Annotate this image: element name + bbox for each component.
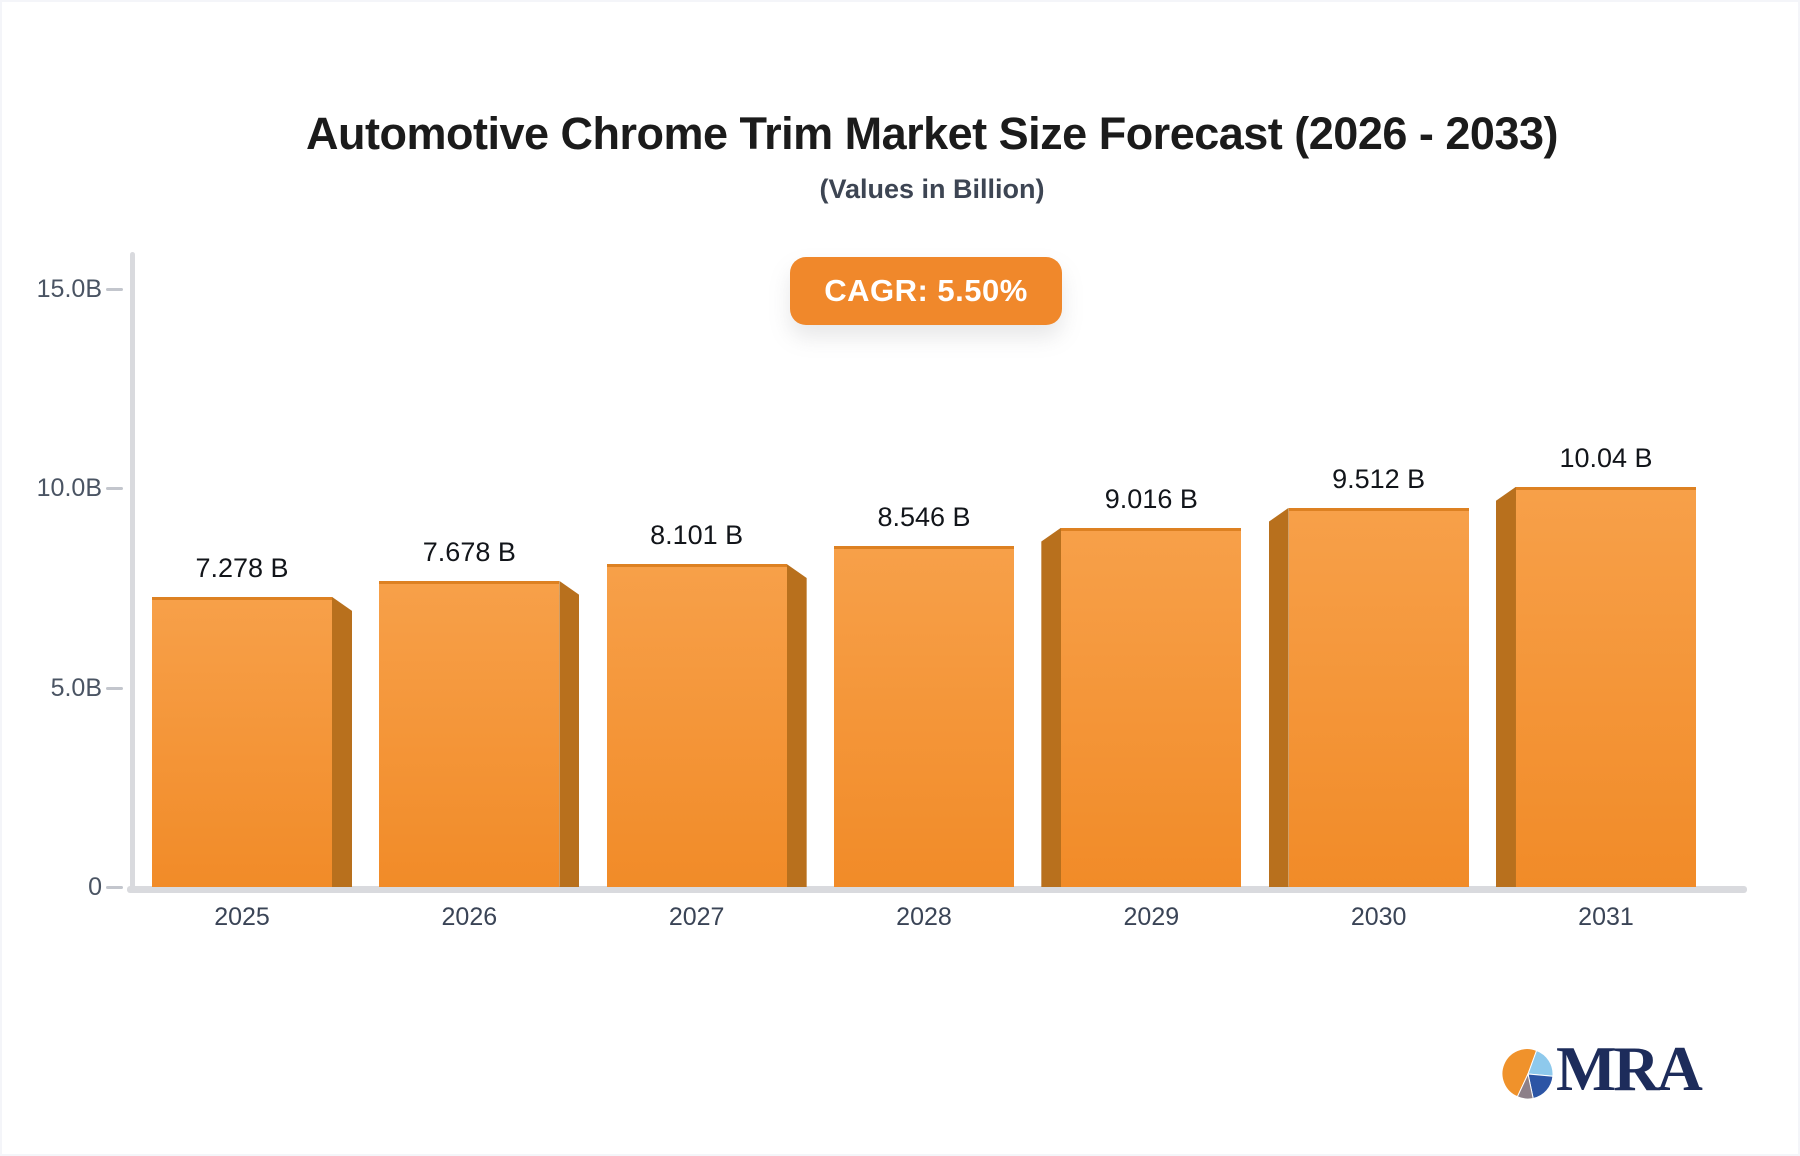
bar-3d-side [1041,527,1062,887]
bar-value-label: 8.101 B [650,520,744,551]
pie-slice-orange [1502,1048,1538,1098]
x-axis-category-label: 2031 [1578,903,1634,931]
bar-value-label: 10.04 B [1559,442,1653,473]
bar-value-label: 9.512 B [1332,463,1426,494]
y-axis-line [130,252,135,892]
chart-subtitle: (Values in Billion) [819,174,1045,204]
y-axis-tick-mark [106,487,123,491]
bar [606,564,787,887]
x-axis-category-label: 2025 [214,903,270,931]
y-axis-tick-mark [106,288,123,291]
x-axis-category-label: 2029 [1123,903,1180,931]
y-axis-tick-label: 5.0B [50,673,102,702]
bar-3d-side [786,564,807,887]
bar [152,596,332,887]
bar-value-label: 9.016 B [1104,483,1198,514]
x-axis-category-label: 2030 [1350,903,1407,931]
bar [379,580,560,887]
mra-logo-text: MRA [1556,1033,1703,1104]
mra-logo: MRA [1502,1033,1722,1108]
x-axis-baseline [127,886,1747,893]
bar-3d-side [559,580,580,887]
x-axis-category-label: 2027 [668,903,725,931]
bar-3d-side [332,596,352,887]
bar-value-label: 8.546 B [877,502,971,533]
bar [1061,527,1242,887]
y-axis-tick-label: 0 [88,873,102,901]
cagr-badge: CAGR: 5.50% [790,257,1062,325]
bar [1288,507,1469,887]
y-axis-tick-label: 10.0B [36,474,102,503]
pie-slice-gray [1516,1072,1534,1100]
bar [1515,486,1696,887]
bar [833,546,1014,887]
chart-title: Automotive Chrome Trim Market Size Forec… [306,108,1558,159]
y-axis-tick-label: 15.0B [36,275,102,303]
bar-value-label: 7.678 B [422,536,516,567]
x-axis-category-label: 2026 [441,903,498,931]
y-axis-tick-mark [106,686,123,690]
cagr-badge-label: CAGR: 5.50% [824,273,1028,308]
bar-value-label: 7.278 B [195,552,289,583]
y-axis-tick-mark [106,886,123,889]
bar-3d-side [1495,486,1516,887]
bar-3d-side [1268,507,1289,887]
mra-logo-pie-icon [1502,1048,1554,1100]
x-axis-category-label: 2028 [896,903,952,931]
